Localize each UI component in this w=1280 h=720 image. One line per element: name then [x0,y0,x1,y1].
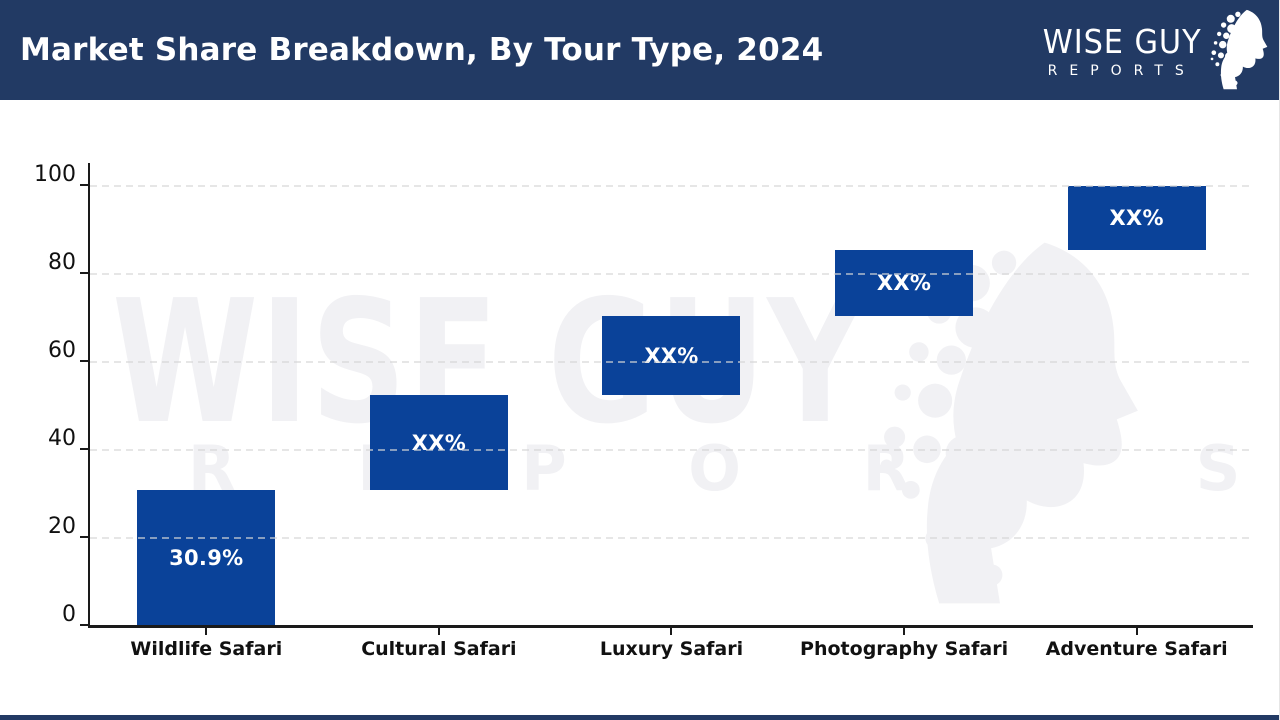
column-photography-safari: XX% [788,160,1021,635]
gridline-80 [90,273,1253,276]
bar-columns: 30.9% XX% XX% XX% XX% [90,160,1253,635]
x-tick-mark [437,628,440,635]
bar-value-label: XX% [644,343,699,368]
gridline-20 [90,537,1253,540]
x-label-wildlife-safari: Wildlife Safari [130,638,283,660]
bar-wildlife-safari: 30.9% [137,490,276,626]
logo-wordmark: WISE GUY [1043,21,1202,61]
bar-value-label: XX% [1109,206,1164,231]
x-axis-spine [88,625,1253,628]
watermark-head-icon [880,242,1138,604]
logo-text: WISE GUY REPORTS [1029,22,1202,79]
bar-photography-safari: XX% [835,250,974,317]
column-luxury-safari: XX% [555,160,788,635]
y-tick-mark [80,272,88,275]
x-label-photography-safari: Photography Safari [800,638,1009,660]
gridline-40 [90,449,1253,452]
gridline-100 [90,185,1253,188]
x-tick-mark [1135,628,1138,635]
y-tick-mark [80,536,88,539]
x-tick-mark [205,628,208,635]
y-tick-label-100: 100 [34,162,76,188]
bar-luxury-safari: XX% [602,316,741,396]
wise-guy-reports-logo: WISE GUY REPORTS [1029,7,1279,93]
chart-title: Market Share Breakdown, By Tour Type, 20… [20,32,824,68]
x-tick-mark [903,628,906,635]
column-cultural-safari: XX% [323,160,556,635]
y-axis-spine [88,163,90,628]
plot-area: 30.9% XX% XX% XX% XX% [90,160,1253,635]
bar-value-label: 30.9% [169,546,244,571]
y-axis: 0 20 40 60 80 100 [0,160,88,626]
y-tick-label-20: 20 [48,514,76,540]
logo-subtitle: REPORTS [1047,62,1196,79]
y-tick-mark [80,184,88,187]
x-axis-labels: Wildlife Safari Cultural Safari Luxury Saf… [90,638,1253,660]
header-bar: Market Share Breakdown, By Tour Type, 20… [0,0,1279,100]
column-adventure-safari: XX% [1020,160,1253,635]
x-label-adventure-safari: Adventure Safari [1045,638,1228,660]
x-tick-mark [670,628,673,635]
y-tick-mark [80,360,88,363]
y-tick-label-0: 0 [62,602,76,627]
y-tick-label-40: 40 [48,426,76,452]
y-tick-label-60: 60 [48,338,76,364]
y-tick-label-80: 80 [48,250,76,276]
column-wildlife-safari: 30.9% [90,160,323,635]
bar-cultural-safari: XX% [369,395,508,491]
logo-head-icon [1210,9,1268,90]
bar-adventure-safari: XX% [1067,186,1206,251]
gridline-60 [90,361,1253,364]
y-tick-mark [80,624,88,626]
footer-bar [0,715,1279,720]
x-label-luxury-safari: Luxury Safari [599,638,744,660]
y-tick-mark [80,448,88,451]
x-label-cultural-safari: Cultural Safari [361,638,517,660]
